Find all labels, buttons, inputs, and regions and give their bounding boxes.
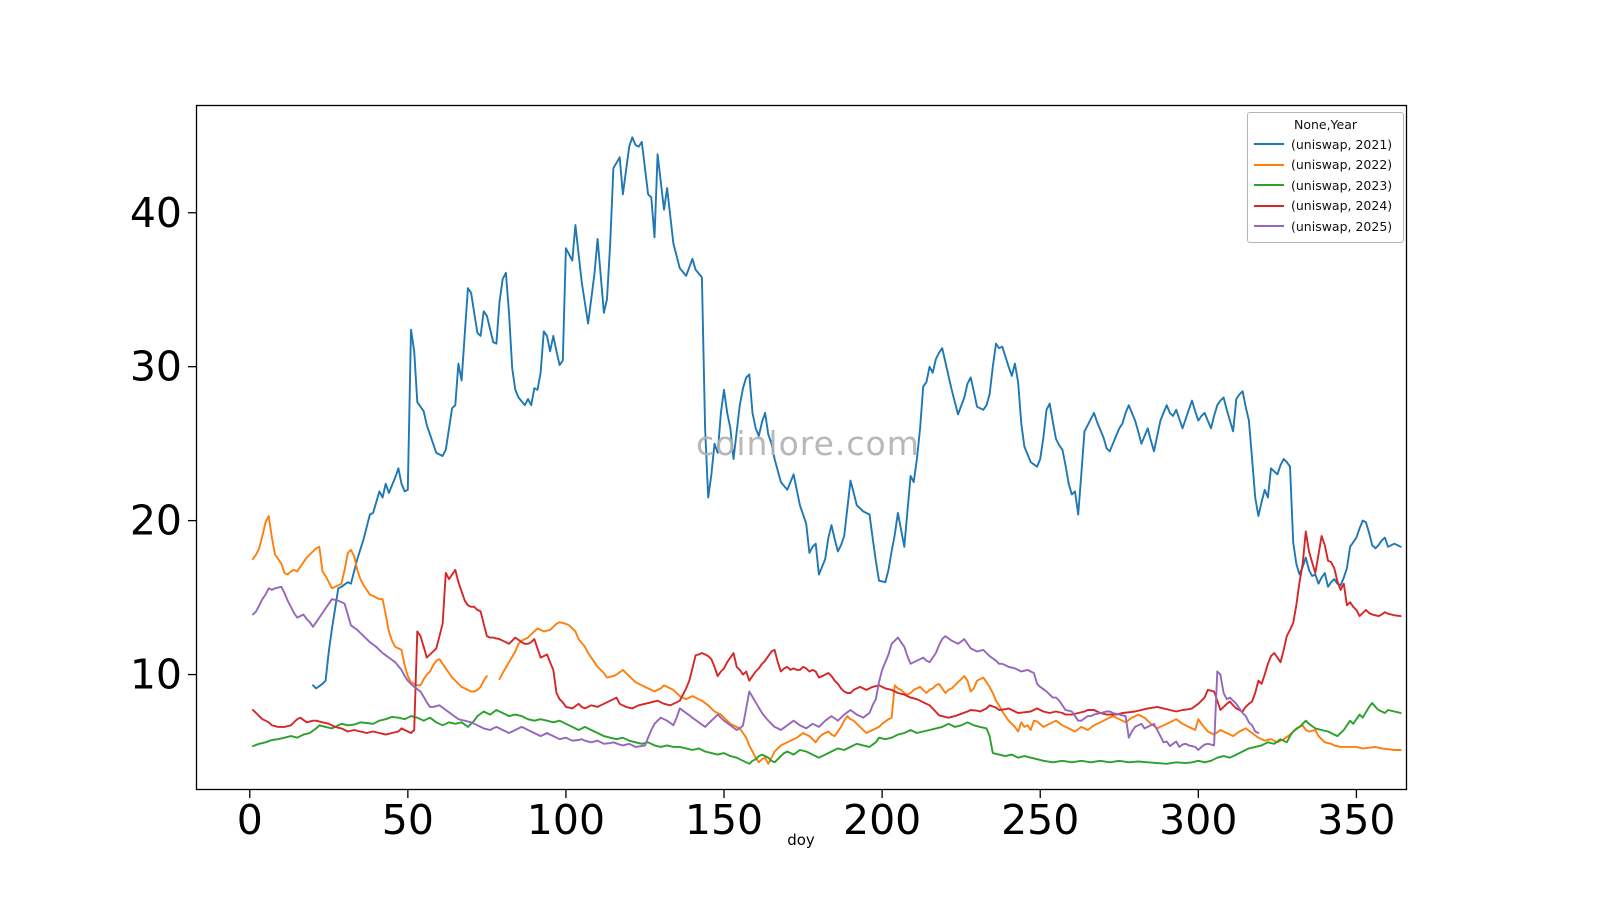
legend-entries: (uniswap, 2021) (uniswap, 2022) (uniswap, … bbox=[1254, 134, 1397, 237]
series-line bbox=[251, 702, 1402, 765]
x-tick-label: 150 bbox=[685, 796, 763, 844]
legend: None,Year (uniswap, 2021) (uniswap, 2022)… bbox=[1247, 112, 1404, 243]
legend-line-swatch bbox=[1254, 184, 1284, 187]
legend-entry: (uniswap, 2025) bbox=[1254, 216, 1397, 237]
y-tick-label: 10 bbox=[130, 651, 182, 699]
x-tick-label: 0 bbox=[237, 796, 263, 844]
legend-label: (uniswap, 2025) bbox=[1291, 218, 1393, 234]
series-line bbox=[251, 585, 1260, 751]
x-tick-label: 350 bbox=[1317, 796, 1395, 844]
x-axis-label: doy bbox=[787, 831, 815, 849]
axes-spines bbox=[195, 104, 1408, 791]
series-line bbox=[312, 136, 1402, 690]
series-line bbox=[498, 621, 1402, 765]
legend-label: (uniswap, 2021) bbox=[1291, 136, 1393, 152]
y-tick-label: 30 bbox=[130, 343, 182, 391]
x-tick-label: 250 bbox=[1001, 796, 1079, 844]
legend-label: (uniswap, 2023) bbox=[1291, 177, 1393, 193]
legend-entry: (uniswap, 2023) bbox=[1254, 175, 1397, 196]
legend-line-swatch bbox=[1254, 225, 1284, 228]
series-line bbox=[251, 515, 488, 693]
x-tick-label: 100 bbox=[527, 796, 605, 844]
legend-line-swatch bbox=[1254, 143, 1284, 146]
watermark: coinlore.com bbox=[696, 424, 920, 463]
legend-title: None,Year bbox=[1293, 117, 1358, 132]
x-tick-label: 200 bbox=[843, 796, 921, 844]
legend-entry: (uniswap, 2021) bbox=[1254, 134, 1397, 155]
y-tick-label: 40 bbox=[130, 189, 182, 237]
legend-entry: (uniswap, 2022) bbox=[1254, 155, 1397, 176]
legend-label: (uniswap, 2022) bbox=[1291, 157, 1393, 173]
legend-line-swatch bbox=[1254, 204, 1284, 207]
x-tick-label: 300 bbox=[1159, 796, 1237, 844]
x-tick-label: 50 bbox=[382, 796, 434, 844]
legend-entry: (uniswap, 2024) bbox=[1254, 196, 1397, 217]
series-line bbox=[251, 530, 1402, 736]
legend-label: (uniswap, 2024) bbox=[1291, 198, 1393, 214]
y-tick-label: 20 bbox=[130, 497, 182, 545]
legend-line-swatch bbox=[1254, 163, 1284, 166]
